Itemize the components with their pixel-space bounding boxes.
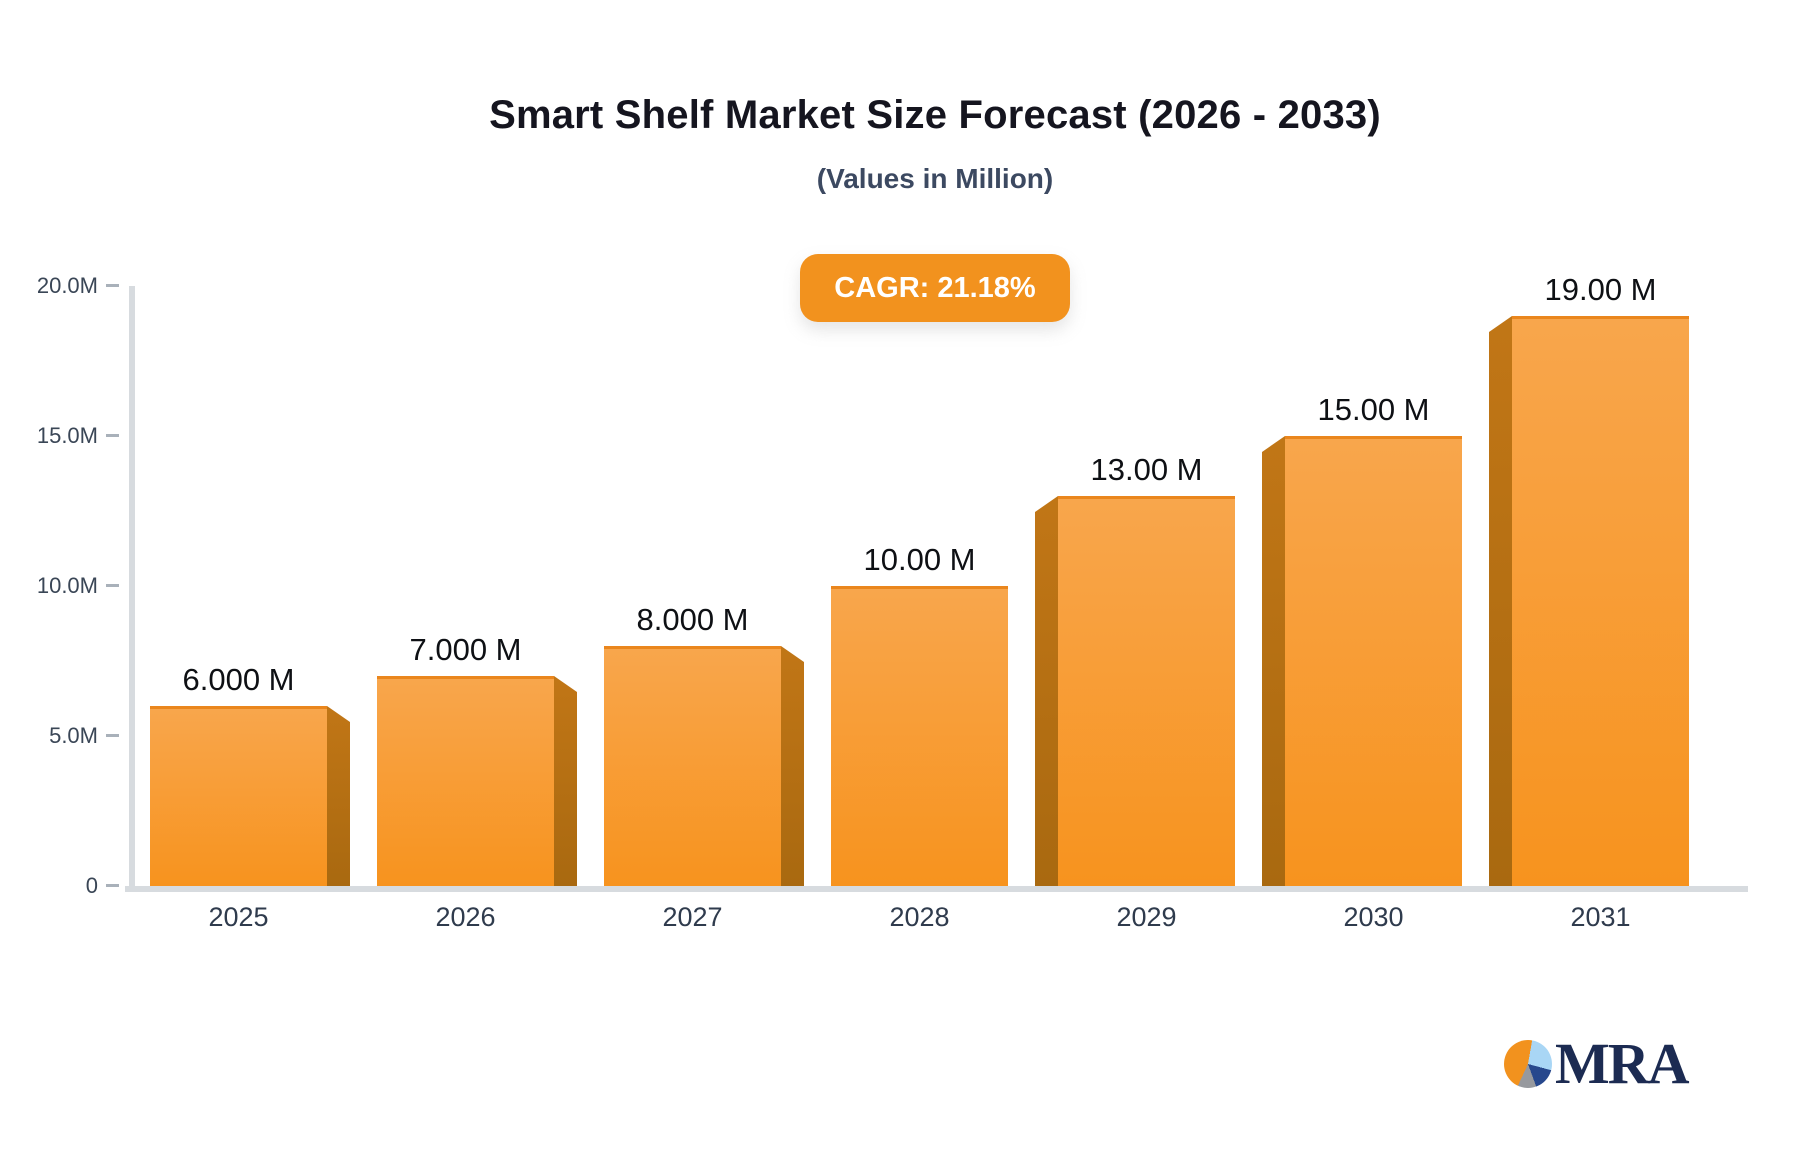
bar — [604, 646, 781, 886]
bar — [150, 706, 327, 886]
bar — [377, 676, 554, 886]
y-tick-mark — [106, 884, 119, 887]
y-tick-mark — [106, 284, 119, 287]
x-tick-label: 2026 — [435, 902, 496, 932]
y-tick-label: 10.0M — [36, 573, 98, 598]
y-tick-label: 0 — [85, 873, 98, 898]
bar-value-label: 7.000 M — [409, 632, 522, 667]
x-tick-label: 2028 — [889, 902, 950, 932]
x-tick-label: 2025 — [208, 902, 269, 932]
y-axis-line — [129, 286, 135, 892]
bar-side-panel — [327, 706, 350, 886]
cagr-badge: CAGR: 21.18% — [800, 254, 1070, 322]
bar-side-panel — [554, 676, 577, 886]
bar — [1058, 496, 1235, 886]
bar-value-label: 6.000 M — [182, 662, 295, 697]
x-tick-label: 2029 — [1116, 902, 1177, 932]
y-tick-mark — [106, 734, 119, 737]
pie-chart-icon — [1504, 1040, 1552, 1088]
bar-value-label: 19.00 M — [1544, 272, 1657, 307]
cagr-badge-row: CAGR: 21.18% — [70, 254, 1800, 322]
bar — [831, 586, 1008, 886]
x-tick-label: 2031 — [1570, 902, 1631, 932]
x-axis-baseline — [125, 886, 1748, 892]
bar-side-panel — [1489, 316, 1512, 886]
chart-subtitle: (Values in Million) — [816, 163, 1054, 194]
y-tick-label: 15.0M — [36, 423, 98, 448]
y-tick-label: 5.0M — [49, 723, 98, 748]
bar — [1512, 316, 1689, 886]
chart-header: Smart Shelf Market Size Forecast (2026 -… — [70, 0, 1800, 360]
chart-title: Smart Shelf Market Size Forecast (2026 -… — [489, 93, 1381, 137]
bar-value-label: 13.00 M — [1090, 452, 1203, 487]
bar-value-label: 15.00 M — [1317, 392, 1430, 427]
x-tick-label: 2027 — [662, 902, 723, 932]
logo-text: MRA — [1555, 1031, 1690, 1096]
bar — [1285, 436, 1462, 886]
y-tick-mark — [106, 584, 119, 587]
x-tick-label: 2030 — [1343, 902, 1404, 932]
mra-logo: MRA — [1504, 1031, 1690, 1096]
bar-side-panel — [1035, 496, 1058, 886]
y-tick-mark — [106, 434, 119, 437]
bar-side-panel — [781, 646, 804, 886]
y-tick-label: 20.0M — [36, 273, 98, 298]
bar-value-label: 8.000 M — [636, 602, 749, 637]
bar-side-panel — [1262, 436, 1285, 886]
bar-value-label: 10.00 M — [863, 542, 976, 577]
